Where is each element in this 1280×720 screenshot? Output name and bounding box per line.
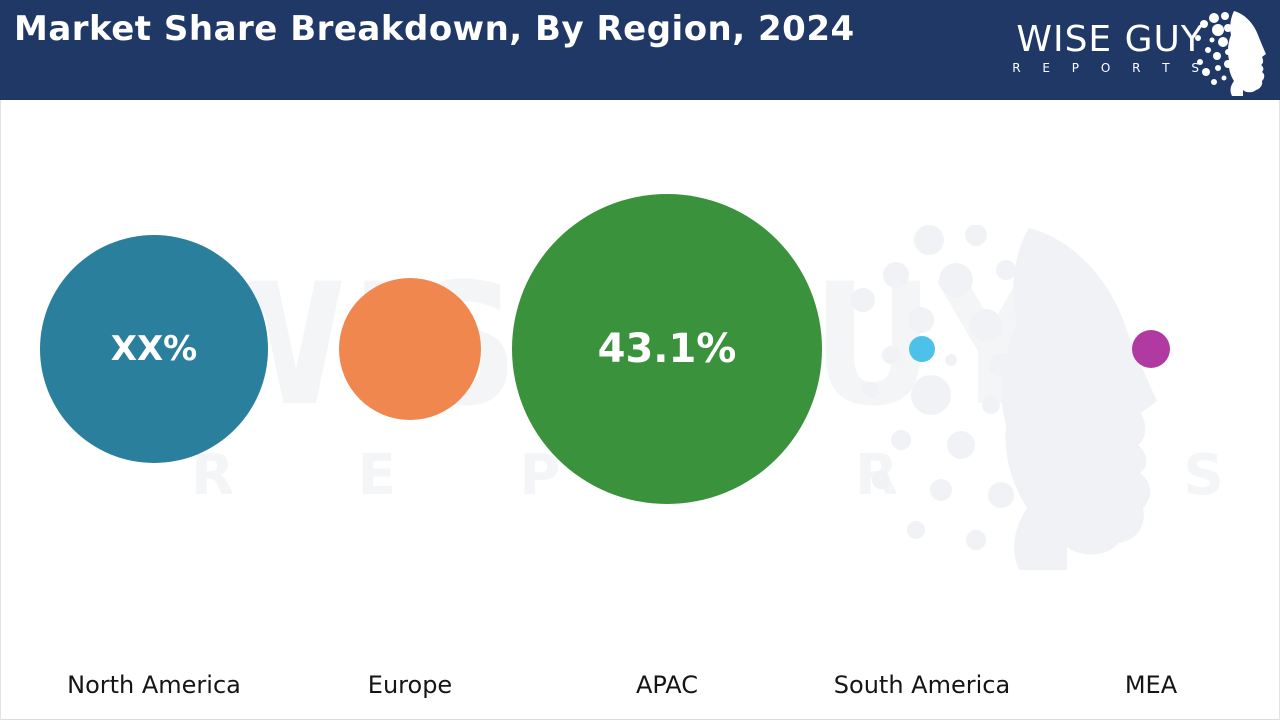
- category-label-apac: APAC: [635, 671, 699, 699]
- logo-wordmark: WISE GUY: [1016, 19, 1204, 60]
- bubble-apac: 43.1%: [512, 194, 822, 504]
- watermark-head-icon: [851, 225, 1157, 570]
- category-label-north-america: North America: [67, 671, 241, 699]
- logo-wordmark-block: WISE GUY R E P O R T S: [1012, 20, 1208, 75]
- bubble-europe: [339, 278, 481, 420]
- category-label-mea: MEA: [1124, 671, 1178, 699]
- bubble-value-label-apac: 43.1%: [597, 326, 737, 372]
- logo-subtext: R E P O R T S: [1012, 60, 1208, 75]
- page-title: Market Share Breakdown, By Region, 2024: [14, 9, 855, 49]
- category-label-south-america: South America: [833, 671, 1011, 699]
- bubble-north-america: XX%: [40, 235, 268, 463]
- bubble-south-america: [909, 336, 935, 362]
- wise-guy-logo: WISE GUY R E P O R T S: [1012, 4, 1272, 96]
- bubble-mea: [1132, 330, 1170, 368]
- header-bar: Market Share Breakdown, By Region, 2024 …: [0, 0, 1280, 100]
- category-label-europe: Europe: [367, 671, 453, 699]
- bubble-value-label-north-america: XX%: [110, 329, 198, 369]
- logo-head-icon: [1195, 11, 1266, 96]
